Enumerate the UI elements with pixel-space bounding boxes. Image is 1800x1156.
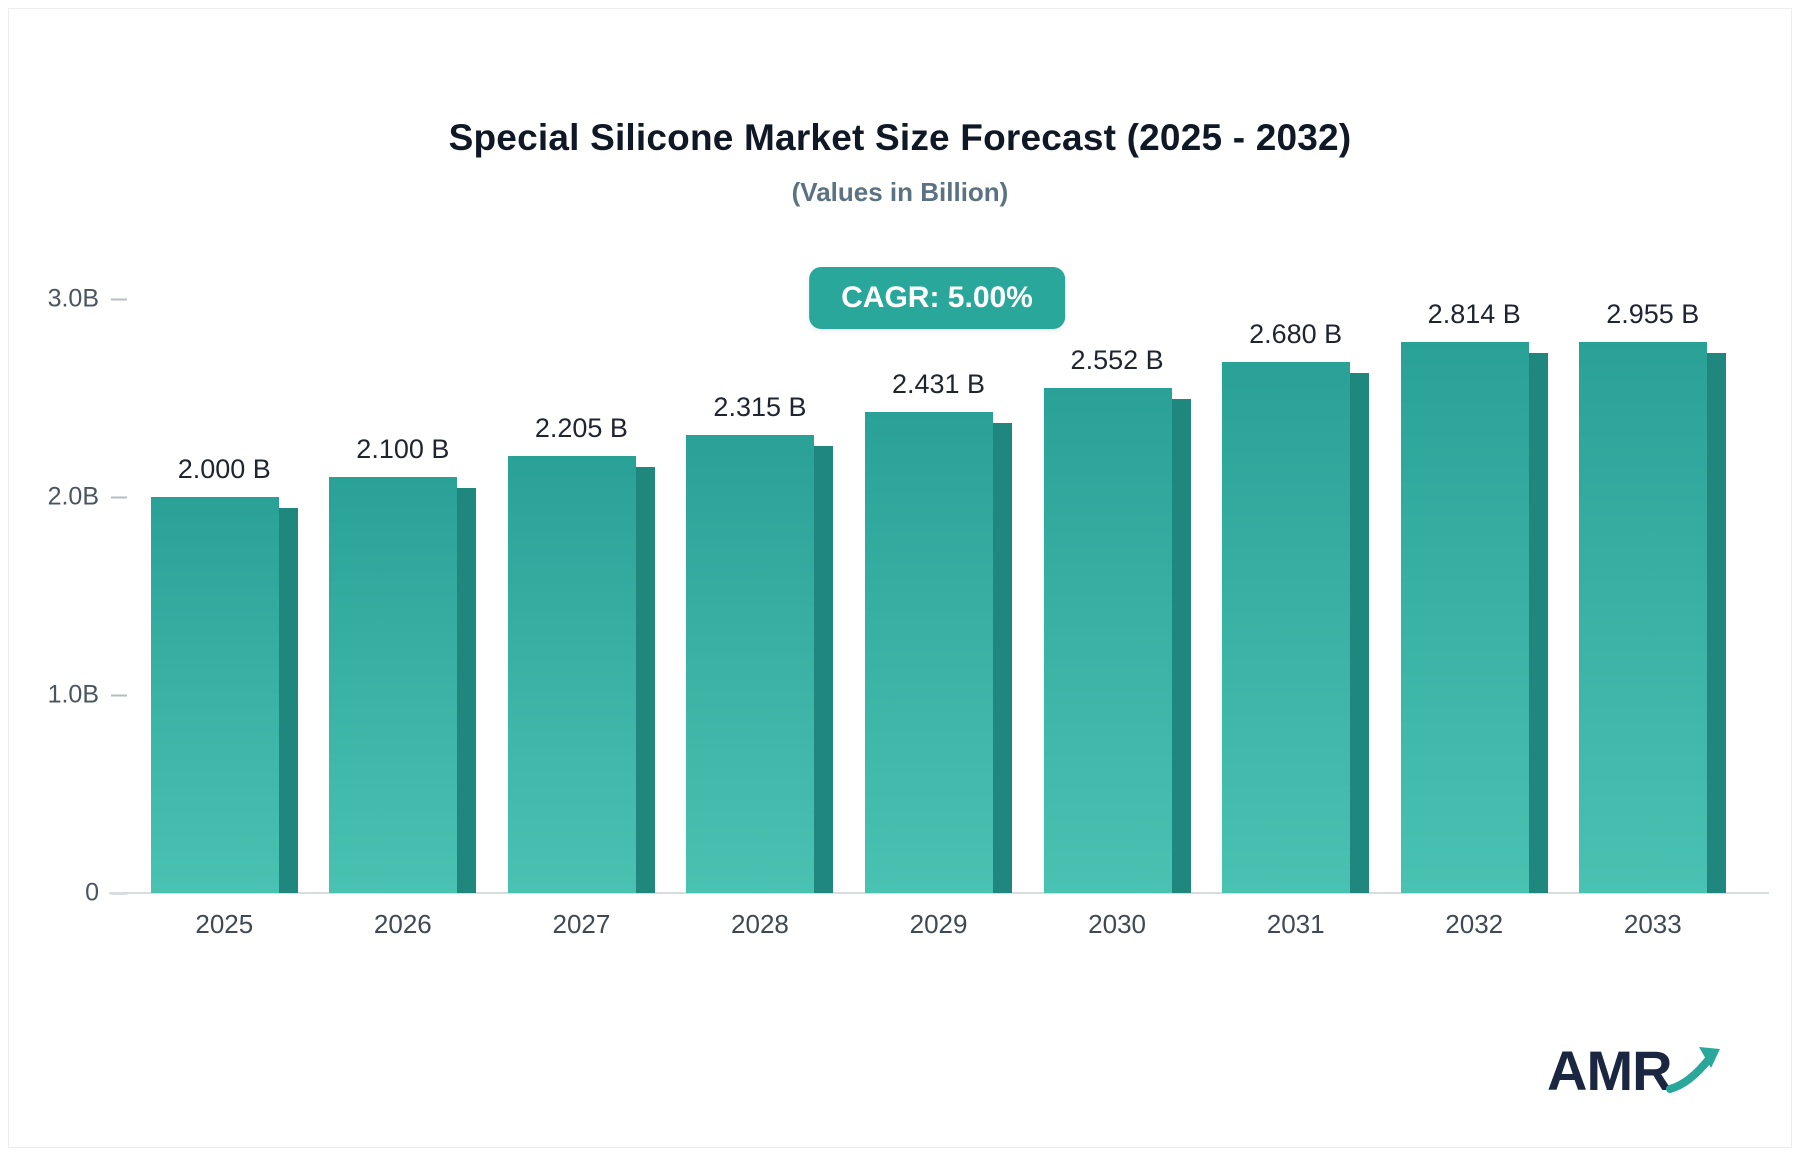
- bar-group: 2.205 B: [492, 299, 671, 893]
- bar-value-label: 2.315 B: [713, 391, 807, 422]
- bar[interactable]: [507, 456, 655, 893]
- bar-group: 2.315 B: [671, 299, 850, 893]
- bar-side-shade: [814, 445, 834, 893]
- bar-group: 2.000 B: [135, 299, 314, 893]
- bar-face: [865, 411, 994, 893]
- bar-face: [1400, 342, 1529, 893]
- cagr-badge: CAGR: 5.00%: [809, 267, 1065, 329]
- amr-logo: AMR: [1547, 1043, 1720, 1099]
- bar-face: [150, 497, 279, 893]
- bar-side-shade: [278, 508, 298, 893]
- bar-group: 2.552 B: [1028, 299, 1207, 893]
- y-tick: 2.0B: [48, 483, 135, 512]
- y-tick-mark: [111, 694, 127, 696]
- bar-side-shade: [457, 488, 477, 893]
- logo-text: AMR: [1547, 1039, 1673, 1102]
- bar-value-label: 2.000 B: [177, 454, 271, 484]
- x-tick-label: 2025: [195, 909, 254, 939]
- chart-title: Special Silicone Market Size Forecast (2…: [448, 117, 1352, 158]
- bar-face: [686, 434, 815, 893]
- x-tick-label: 2026: [373, 909, 432, 939]
- x-axis-baseline: [109, 892, 1769, 894]
- bar-face: [1222, 362, 1351, 893]
- bar-side-shade: [993, 422, 1013, 893]
- x-tick-label: 2031: [1266, 909, 1325, 939]
- bar-face: [1579, 342, 1708, 893]
- bar[interactable]: [686, 434, 834, 893]
- bar[interactable]: [150, 497, 298, 893]
- bar[interactable]: [1222, 362, 1370, 893]
- y-tick: 1.0B: [48, 681, 135, 710]
- logo-arrow-icon: [1665, 1047, 1720, 1093]
- bar-group: 2.955 B: [1564, 299, 1743, 893]
- plot-area: 2.000 B 2.100 B 2.205 B 2.315 B 2.431 B 2.552…: [135, 299, 1742, 893]
- bar-group: 2.814 B: [1385, 299, 1564, 893]
- chart-card: Special Silicone Market Size Forecast (2…: [8, 8, 1792, 1148]
- bar-face: [507, 456, 636, 893]
- bar-side-shade: [1528, 353, 1548, 893]
- x-axis: 2025 2026 2027 2028 2029 2030 2031 2032 2033: [135, 909, 1742, 940]
- bar-face: [1043, 387, 1172, 893]
- y-tick-mark: [111, 496, 127, 498]
- bar[interactable]: [865, 411, 1013, 893]
- x-tick-label: 2030: [1088, 909, 1147, 939]
- bar-value-label: 2.552 B: [1070, 344, 1164, 375]
- bar-group: 2.431 B: [849, 299, 1028, 893]
- bar-face: [329, 477, 458, 893]
- chart-subtitle: (Values in Billion): [791, 177, 1009, 207]
- bar-value-label: 2.814 B: [1427, 299, 1521, 329]
- y-tick-label: 0: [85, 878, 99, 907]
- bar-value-label: 2.431 B: [891, 368, 986, 399]
- x-tick-label: 2029: [909, 909, 968, 939]
- bar-group: 2.680 B: [1206, 299, 1385, 893]
- bar[interactable]: [1043, 387, 1191, 893]
- bar-side-shade: [1707, 353, 1727, 893]
- y-tick: 3.0B: [48, 285, 135, 314]
- y-tick-label: 3.0B: [47, 284, 99, 313]
- bar-value-label: 2.955 B: [1606, 299, 1700, 329]
- bar[interactable]: [1579, 342, 1727, 893]
- x-tick-label: 2028: [731, 909, 789, 939]
- bar[interactable]: [1400, 342, 1548, 893]
- bar-value-label: 2.100 B: [356, 434, 450, 465]
- bar-group: 2.100 B: [314, 299, 493, 893]
- bar-side-shade: [1350, 373, 1370, 893]
- x-tick-label: 2027: [552, 909, 611, 939]
- y-tick-mark: [111, 298, 127, 300]
- y-tick-label: 2.0B: [47, 482, 99, 511]
- bar-value-label: 2.205 B: [534, 413, 628, 444]
- y-tick-label: 1.0B: [47, 680, 99, 709]
- bar-value-label: 2.680 B: [1249, 319, 1343, 350]
- bar-side-shade: [635, 467, 655, 893]
- x-tick-label: 2032: [1445, 909, 1504, 939]
- bar[interactable]: [329, 477, 477, 893]
- bar-side-shade: [1171, 398, 1191, 893]
- x-tick-label: 2033: [1623, 909, 1682, 939]
- y-axis: 0 1.0B 2.0B 3.0B: [9, 285, 135, 907]
